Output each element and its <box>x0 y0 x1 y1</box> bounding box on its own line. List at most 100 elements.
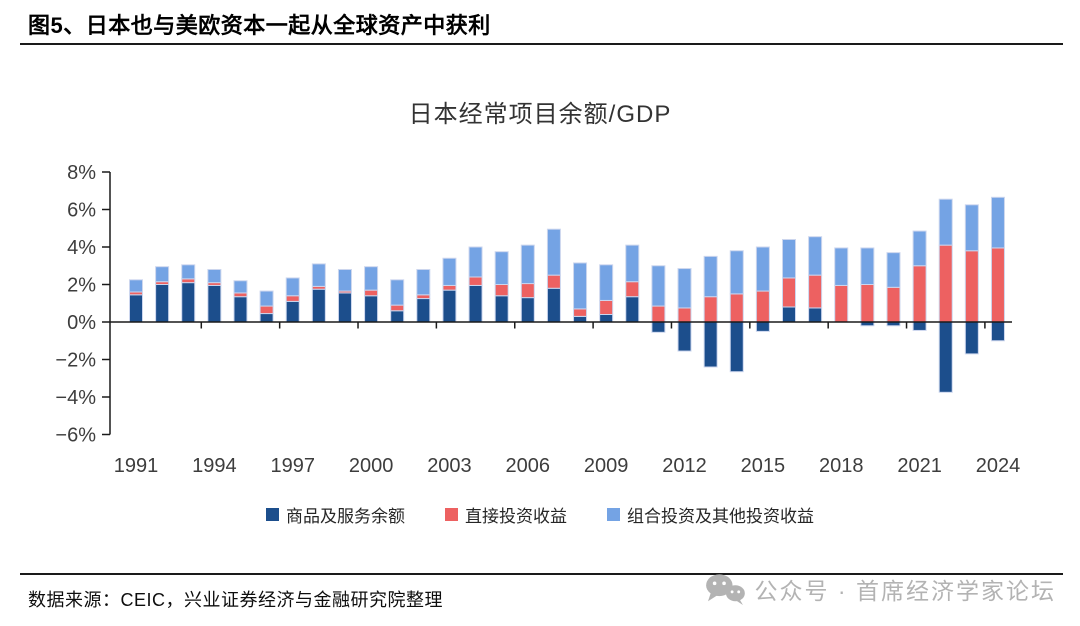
chart-legend: 商品及服务余额 直接投资收益 组合投资及其他投资收益 <box>0 502 1080 527</box>
bar-segment-2007-s1 <box>546 274 561 289</box>
bar-segment-1996-s2 <box>259 290 274 307</box>
bar-segment-2022-s0 <box>938 321 953 393</box>
x-tick-label: 2000 <box>349 455 394 477</box>
bar-segment-2001-s2 <box>390 279 405 306</box>
bar-segment-1997-s2 <box>285 277 300 297</box>
bar-segment-1992-s0 <box>155 284 170 323</box>
bar-segment-1996-s0 <box>259 313 274 323</box>
bar-segment-2006-s0 <box>520 297 535 323</box>
bar-segment-2014-s2 <box>729 250 744 295</box>
bar-segment-2008-s2 <box>573 262 588 310</box>
data-source-note: 数据来源：CEIC，兴业证券经济与金融研究院整理 <box>28 590 444 610</box>
bar-segment-1996-s1 <box>259 305 274 315</box>
bar-segment-2018-s2 <box>834 247 849 286</box>
bar-segment-2016-s1 <box>782 277 796 308</box>
bar-segment-2016-s0 <box>782 306 796 323</box>
legend-item-goods-services: 商品及服务余额 <box>266 502 405 527</box>
bar-segment-1994-s0 <box>207 284 222 323</box>
bar-segment-2014-s0 <box>729 321 744 373</box>
bar-segment-2000-s0 <box>364 295 379 323</box>
bar-segment-2009-s0 <box>599 314 614 323</box>
bar-segment-2021-s2 <box>912 230 927 267</box>
legend-label-portfolio-other: 组合投资及其他投资收益 <box>627 507 814 526</box>
bar-segment-2022-s2 <box>938 198 953 246</box>
bar-segment-1991-s0 <box>129 294 143 323</box>
x-tick-label: 2021 <box>897 455 942 477</box>
bar-segment-1993-s2 <box>181 264 196 280</box>
bar-segment-2015-s2 <box>755 246 770 292</box>
bar-segment-2024-s2 <box>990 196 1005 249</box>
bar-segment-2020-s2 <box>886 252 901 288</box>
x-tick-label: 2009 <box>584 455 629 477</box>
legend-swatch-direct-investment <box>445 508 458 521</box>
bar-segment-2024-s0 <box>990 321 1005 342</box>
x-tick-label: 1994 <box>192 455 237 477</box>
watermark-text: 公众号 · 首席经济学家论坛 <box>754 578 1056 604</box>
bar-segment-2005-s1 <box>494 284 509 297</box>
bar-segment-2006-s1 <box>520 283 535 299</box>
bar-segment-2019-s2 <box>860 247 875 286</box>
bar-segment-2012-s2 <box>677 268 692 309</box>
chart-title: 日本经常项目余额/GDP <box>408 101 672 128</box>
bar-segment-2017-s0 <box>808 307 823 323</box>
bar-segment-2002-s2 <box>416 269 431 296</box>
bar-segment-1995-s2 <box>233 280 248 294</box>
bar-segment-2015-s1 <box>755 290 770 323</box>
legend-swatch-portfolio-other <box>607 508 620 521</box>
x-tick-label: 2006 <box>506 455 551 477</box>
bar-segment-1995-s0 <box>233 296 248 323</box>
bar-segment-2020-s1 <box>886 286 901 323</box>
bar-segment-2002-s1 <box>416 294 431 300</box>
y-tick-label: −2% <box>55 350 96 372</box>
y-tick-label: 8% <box>67 162 96 184</box>
bar-segment-2012-s1 <box>677 307 692 323</box>
bar-segment-2017-s2 <box>808 236 823 276</box>
bar-segment-1997-s0 <box>285 300 300 323</box>
bar-segment-2001-s1 <box>390 304 405 312</box>
legend-label-direct-investment: 直接投资收益 <box>465 507 567 526</box>
bar-segment-2011-s1 <box>651 305 666 323</box>
bar-segment-1999-s0 <box>337 292 352 323</box>
header-divider <box>20 43 1063 45</box>
bar-segment-2000-s2 <box>364 266 379 291</box>
bar-segment-2021-s0 <box>912 321 927 331</box>
bar-segment-2002-s0 <box>416 298 431 323</box>
bar-segment-1991-s2 <box>129 279 143 293</box>
x-tick-label: 2012 <box>662 455 707 477</box>
bar-segment-2017-s1 <box>808 274 823 309</box>
footer-divider <box>20 573 1063 575</box>
bar-segment-2003-s1 <box>442 284 457 291</box>
bar-segment-2004-s1 <box>468 276 483 286</box>
bar-segment-2013-s1 <box>703 296 718 323</box>
bar-segment-2013-s0 <box>703 321 718 368</box>
bar-segment-2009-s1 <box>599 299 614 316</box>
bar-segment-2011-s0 <box>651 321 666 333</box>
legend-swatch-goods-services <box>266 508 279 521</box>
bar-segment-1998-s2 <box>311 263 326 287</box>
figure-title: 图5、日本也与美欧资本一起从全球资产中获利 <box>28 13 491 38</box>
bar-segment-2011-s2 <box>651 265 666 307</box>
bar-segment-2008-s0 <box>573 315 588 323</box>
watermark: 公众号 · 首席经济学家论坛 <box>704 572 1056 606</box>
bar-segment-2023-s0 <box>964 321 979 355</box>
bar-segment-2010-s2 <box>625 244 640 283</box>
bar-segment-2001-s0 <box>390 310 405 323</box>
y-tick-label: 0% <box>67 312 96 334</box>
y-tick-label: 2% <box>67 275 96 297</box>
bar-segment-2000-s1 <box>364 289 379 297</box>
bar-segment-2013-s2 <box>703 255 718 298</box>
y-tick-label: 6% <box>67 200 96 222</box>
bar-segment-2015-s0 <box>755 321 770 332</box>
bar-segment-1995-s1 <box>233 292 248 298</box>
bar-segment-2007-s2 <box>546 228 561 276</box>
x-tick-label: 2024 <box>976 455 1021 477</box>
legend-label-goods-services: 商品及服务余额 <box>286 507 405 526</box>
y-tick-label: 4% <box>67 237 96 259</box>
bar-segment-2004-s0 <box>468 284 483 323</box>
bar-segment-2018-s1 <box>834 284 849 323</box>
bar-segment-1999-s2 <box>337 269 352 292</box>
legend-item-portfolio-other: 组合投资及其他投资收益 <box>607 502 814 527</box>
bar-segment-2005-s0 <box>494 295 509 323</box>
bar-segment-2003-s2 <box>442 257 457 286</box>
